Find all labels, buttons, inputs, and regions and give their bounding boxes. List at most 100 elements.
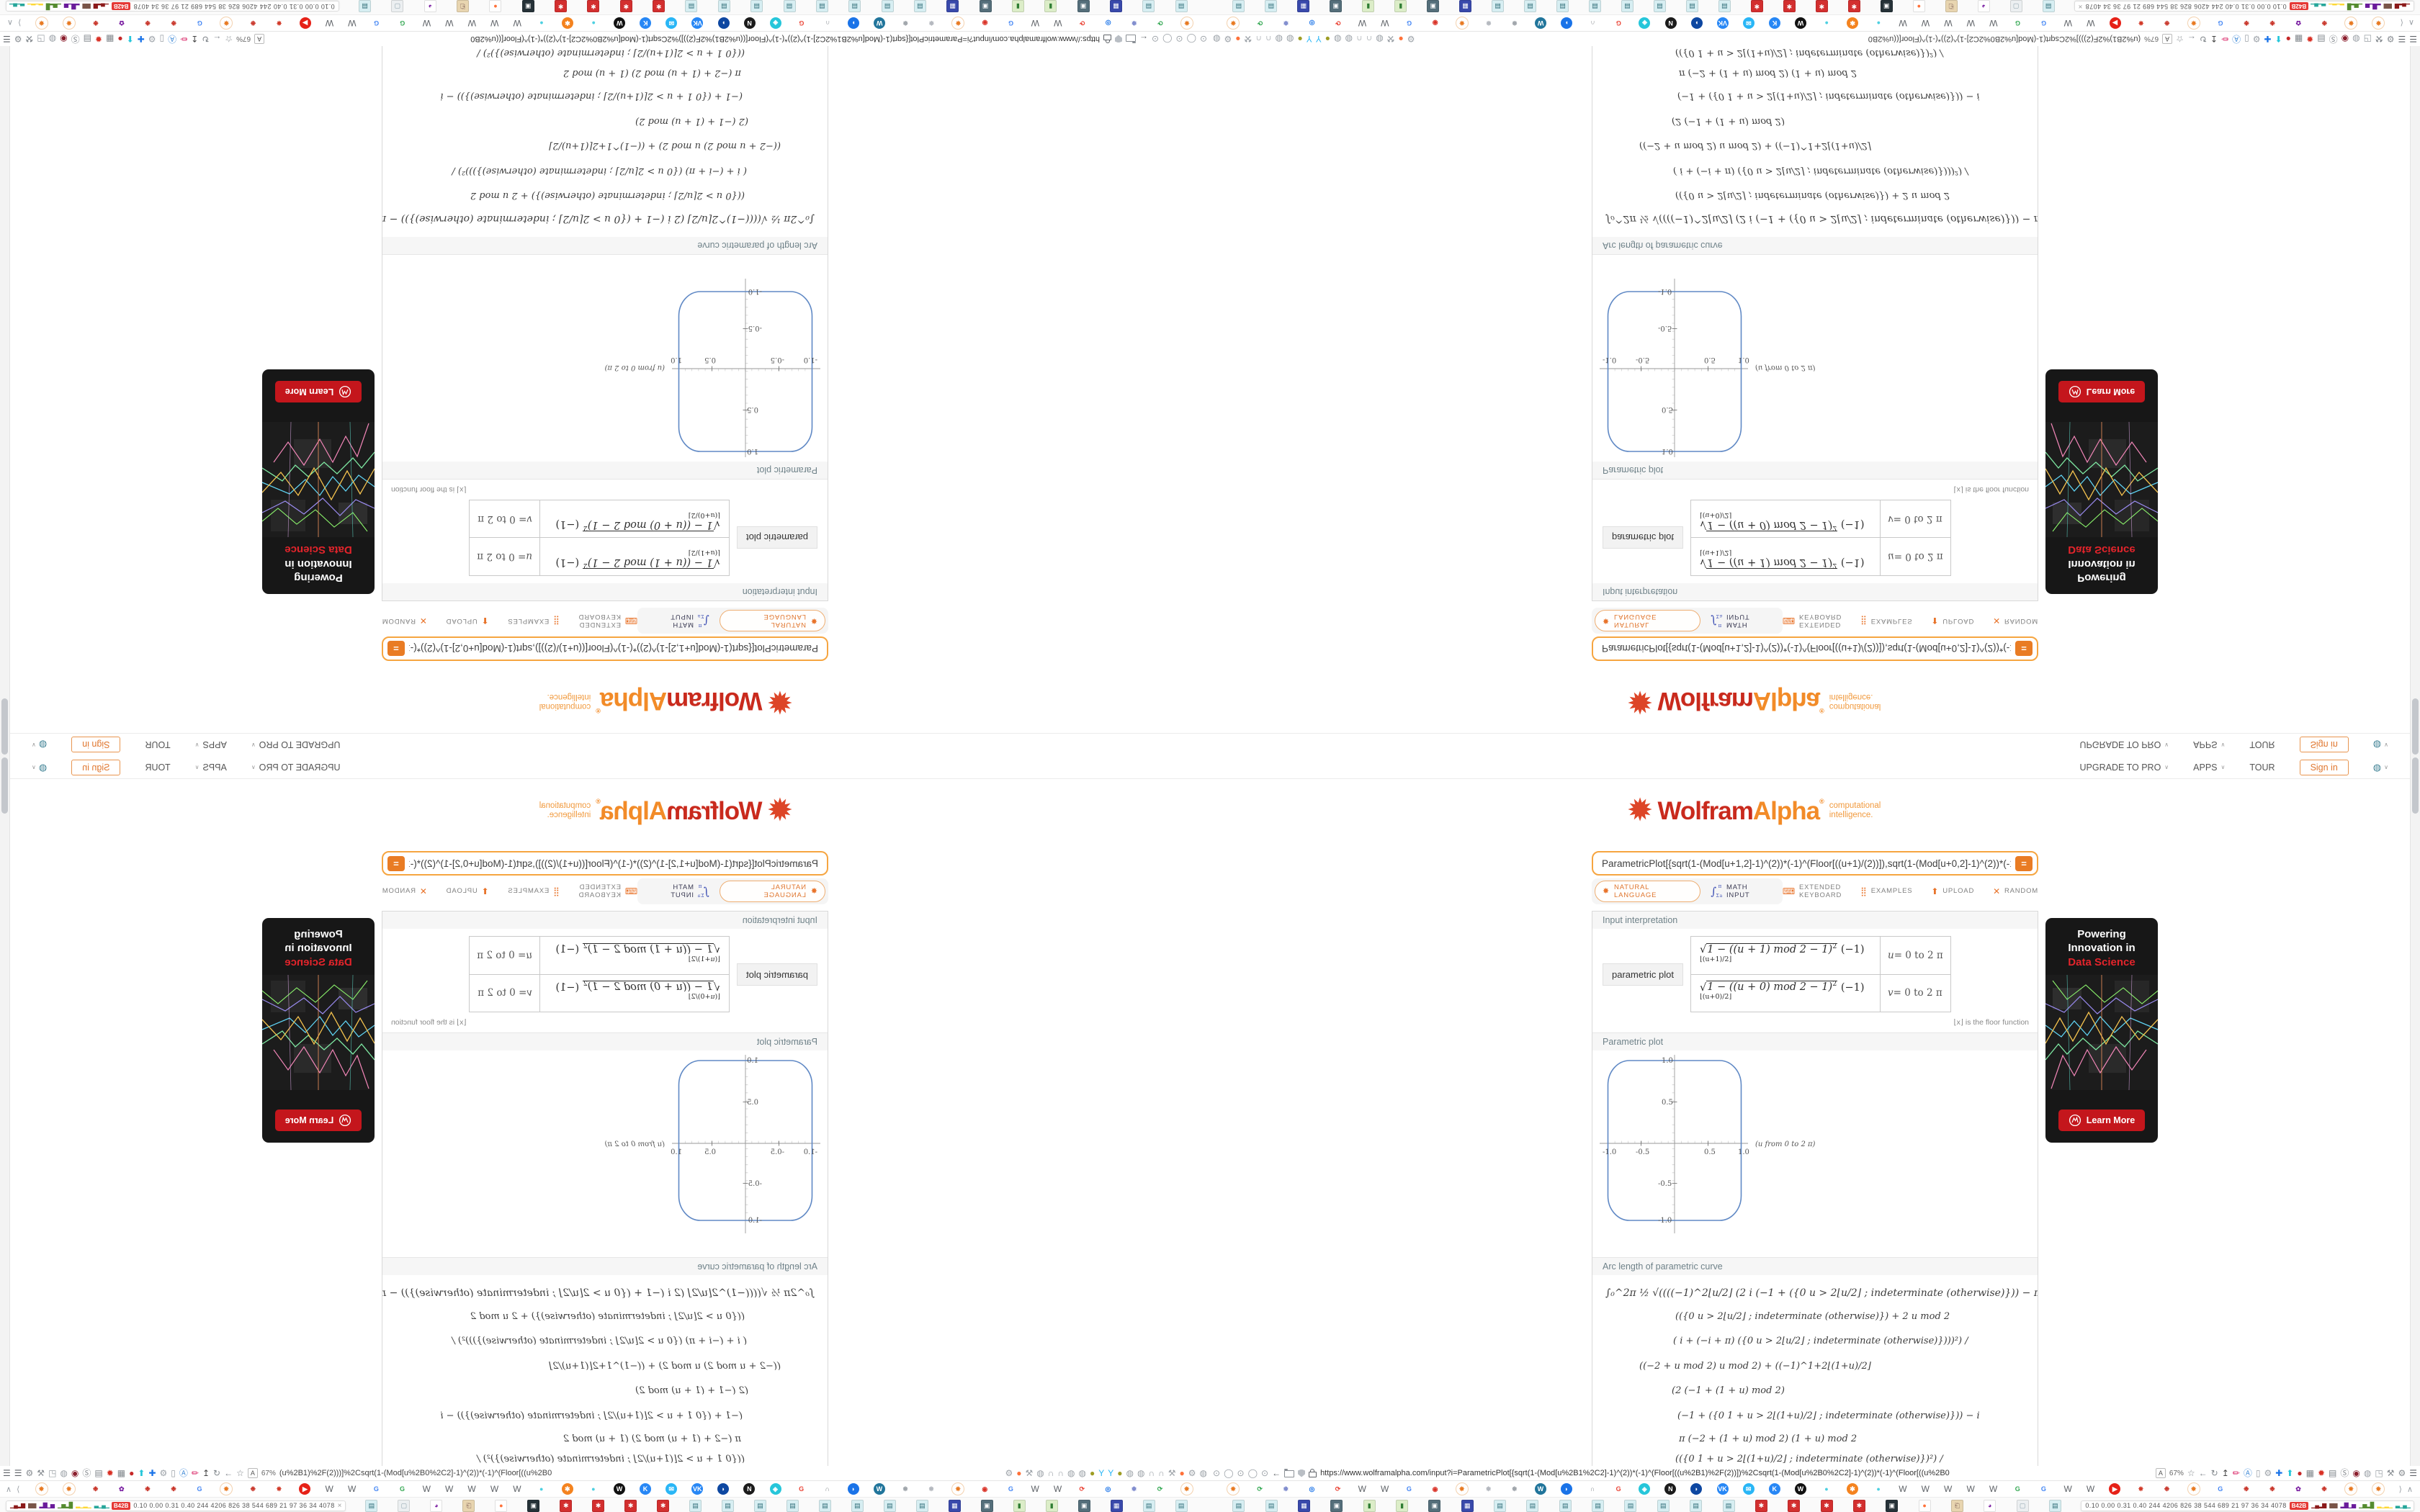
translate-icon[interactable]: A bbox=[254, 34, 265, 44]
bookmark-favicon[interactable]: ◎ bbox=[1306, 1483, 1318, 1495]
scrollbar-thumb[interactable] bbox=[1, 757, 8, 814]
bookmark-favicon[interactable]: ∩ bbox=[821, 17, 833, 29]
bookmark-favicon[interactable]: W bbox=[873, 1483, 885, 1495]
bookmark-favicon[interactable]: ✸ bbox=[1227, 17, 1240, 30]
bookmark-favicon[interactable]: W bbox=[2063, 18, 2073, 28]
bookmark-favicon[interactable]: ❉ bbox=[141, 1483, 153, 1495]
extension-icon[interactable]: Ⓢ bbox=[2329, 34, 2338, 44]
upgrade-to-pro-link[interactable]: UPGRADE TO PRO ∨ bbox=[251, 740, 341, 750]
browser-tab[interactable]: ▢ bbox=[391, 0, 404, 13]
search-input[interactable]: ParametricPlot[{sqrt(1-(Mod[u+1,2]-1)^(2… bbox=[409, 643, 818, 654]
search-bar[interactable]: ParametricPlot[{sqrt(1-(Mod[u+1,2]-1)^(2… bbox=[382, 851, 828, 876]
bookmark-favicon[interactable]: ● bbox=[1820, 1483, 1832, 1495]
bookmark-favicon[interactable]: ✸ bbox=[2372, 17, 2385, 30]
bookmark-favicon[interactable]: ⟳ bbox=[1154, 17, 1166, 29]
sign-in-button[interactable]: Sign in bbox=[2299, 737, 2349, 753]
bookmark-favicon[interactable]: ⟳ bbox=[1254, 17, 1266, 29]
apps-link[interactable]: APPS ∨ bbox=[195, 740, 227, 750]
browser-tab[interactable]: ◕ bbox=[430, 1499, 443, 1512]
bookmark-favicon[interactable]: G bbox=[194, 17, 206, 29]
browser-tab[interactable]: ▦ bbox=[1297, 0, 1310, 13]
bookmark-favicon[interactable]: ❅ bbox=[1128, 17, 1140, 29]
menu-icon[interactable]: ☰ bbox=[2409, 34, 2417, 44]
language-selector[interactable]: ◍ ∨ bbox=[2373, 762, 2388, 773]
bookmark-favicon[interactable]: K bbox=[1768, 1483, 1780, 1495]
random-button[interactable]: ✕ RANDOM bbox=[382, 886, 427, 896]
bookmark-favicon[interactable]: W bbox=[445, 18, 454, 28]
language-selector[interactable]: ◍ ∨ bbox=[2373, 739, 2388, 751]
sidebar-ad[interactable]: Powering Innovation in Data Science bbox=[2045, 369, 2158, 594]
browser-tab[interactable]: ▣ bbox=[1427, 0, 1440, 13]
bookmark-favicon[interactable]: G bbox=[1005, 17, 1017, 29]
browser-tab[interactable]: ▤ bbox=[1526, 1499, 1539, 1512]
bookmark-favicon[interactable]: ◈ bbox=[769, 1483, 781, 1495]
browser-tab[interactable]: ▤ bbox=[851, 1499, 864, 1512]
compute-button[interactable]: = bbox=[2015, 855, 2033, 871]
tour-link[interactable]: TOUR bbox=[145, 762, 170, 773]
zoom-level[interactable]: 67% bbox=[2169, 1469, 2184, 1477]
browser-tab[interactable]: ⎗ bbox=[1950, 1499, 1963, 1512]
browser-tab[interactable]: ▤ bbox=[1722, 1499, 1735, 1512]
browser-tab[interactable]: ● bbox=[495, 1499, 508, 1512]
browser-tab[interactable]: ▮ bbox=[1396, 1499, 1409, 1512]
upload-button[interactable]: ⬆ UPLOAD bbox=[445, 886, 489, 896]
extension-icon[interactable]: ◳ bbox=[48, 1468, 57, 1478]
math-input-toggle[interactable]: ∫ π Σa MATH INPUT bbox=[1711, 613, 1772, 629]
browser-tab[interactable]: ▣ bbox=[1886, 1499, 1899, 1512]
browser-tab[interactable]: ▣ bbox=[979, 0, 992, 13]
browser-tab[interactable]: ▤ bbox=[359, 0, 372, 13]
extension-icon[interactable]: ← bbox=[212, 34, 222, 44]
browser-tab[interactable]: ✱ bbox=[624, 1499, 637, 1512]
extension-icon[interactable]: ↻ bbox=[2199, 34, 2207, 44]
extended-keyboard-button[interactable]: ⌨ EXTENDED KEYBOARD bbox=[578, 883, 638, 899]
bookmark-favicon[interactable]: ● bbox=[1873, 17, 1885, 29]
browser-tab[interactable]: ● bbox=[489, 0, 502, 13]
bookmark-favicon[interactable]: W bbox=[1966, 1484, 1975, 1494]
bookmark-favicon[interactable]: G bbox=[2214, 1483, 2226, 1495]
extension-icon[interactable]: ⚒ bbox=[25, 34, 34, 44]
browser-tab[interactable]: ▢ bbox=[2009, 0, 2022, 13]
menu-icon[interactable]: ☰ bbox=[3, 1468, 11, 1478]
bookmark-favicon[interactable]: ⟳ bbox=[1254, 1483, 1266, 1495]
extension-icon[interactable]: ⚒ bbox=[1025, 1468, 1034, 1478]
bookmark-favicon[interactable]: ❅ bbox=[1509, 17, 1521, 29]
bookmark-favicon[interactable]: G bbox=[370, 1483, 382, 1495]
bookmark-favicon[interactable]: W bbox=[1795, 17, 1807, 29]
browser-tab[interactable]: ▣ bbox=[1330, 1499, 1343, 1512]
browser-tab[interactable]: ▤ bbox=[1265, 0, 1278, 13]
extension-icon[interactable]: ◉ bbox=[2352, 1468, 2360, 1478]
bookmark-favicon[interactable]: G bbox=[2038, 17, 2050, 29]
bookmark-favicon[interactable]: G bbox=[795, 17, 807, 29]
bookmark-favicon[interactable]: ❉ bbox=[2241, 17, 2253, 29]
extension-icon[interactable]: ☰ bbox=[2409, 1468, 2417, 1478]
browser-tab[interactable]: ▣ bbox=[1330, 0, 1343, 13]
extension-icon[interactable]: ∩ bbox=[1355, 34, 1363, 44]
bookmark-favicon[interactable]: G bbox=[1403, 1483, 1415, 1495]
extension-icon[interactable]: ◳ bbox=[2375, 1468, 2383, 1478]
browser-tab[interactable]: ● bbox=[1912, 0, 1925, 13]
extension-icon[interactable]: ● bbox=[129, 1468, 135, 1478]
apps-link[interactable]: APPS ∨ bbox=[2193, 762, 2225, 773]
browser-tab[interactable]: ▤ bbox=[1592, 1499, 1605, 1512]
close-icon[interactable]: × bbox=[337, 1501, 342, 1510]
bookmark-favicon[interactable]: ✸ bbox=[1455, 17, 1469, 30]
extension-icon[interactable]: ◍ bbox=[1286, 34, 1294, 44]
bookmark-favicon[interactable]: W bbox=[513, 1484, 521, 1494]
logo[interactable]: ✹ WolframAlpha® computational intelligenc… bbox=[61, 793, 1210, 828]
bookmark-favicon[interactable]: ◉ bbox=[979, 17, 991, 29]
browser-tab[interactable]: ● bbox=[1918, 1499, 1931, 1512]
bookmark-favicon[interactable]: W bbox=[1031, 18, 1040, 28]
bookmark-favicon[interactable]: ❅ bbox=[1482, 1483, 1494, 1495]
bookmark-favicon[interactable]: W bbox=[1921, 18, 1930, 28]
bookmark-favicon[interactable]: G bbox=[2012, 17, 2024, 29]
extension-icon[interactable]: Ⓐ bbox=[168, 34, 177, 44]
tour-link[interactable]: TOUR bbox=[2249, 762, 2275, 773]
browser-tab[interactable]: ▦ bbox=[1109, 0, 1122, 13]
bookmark-favicon[interactable]: ✱ bbox=[562, 17, 573, 29]
extension-icon[interactable]: ● bbox=[1325, 34, 1331, 44]
browser-tab[interactable]: ▢ bbox=[398, 1499, 411, 1512]
browser-tab[interactable]: ▤ bbox=[685, 0, 698, 13]
bookmark-favicon[interactable]: W bbox=[1921, 1484, 1930, 1494]
search-input[interactable]: ParametricPlot[{sqrt(1-(Mod[u+1,2]-1)^(2… bbox=[1602, 858, 2011, 869]
browser-tab[interactable]: ▦ bbox=[1298, 1499, 1311, 1512]
